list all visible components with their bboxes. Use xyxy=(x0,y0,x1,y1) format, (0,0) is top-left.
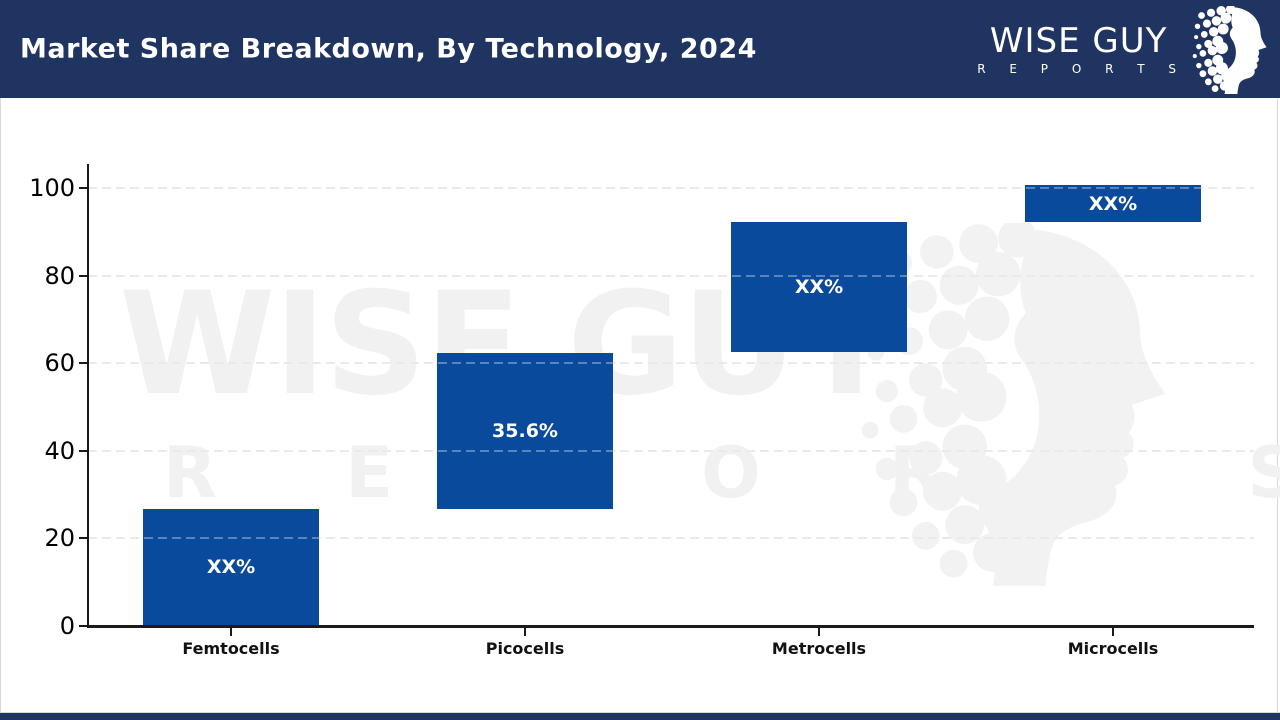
gridline-overlay xyxy=(88,362,1254,364)
footer-bar xyxy=(0,712,1280,720)
gridline xyxy=(88,450,1254,452)
brand-wordmark: WISE GUY R E P O R T S xyxy=(971,21,1186,76)
page-title: Market Share Breakdown, By Technology, 2… xyxy=(20,33,757,65)
y-axis-line xyxy=(87,164,89,627)
gridline-overlay xyxy=(88,187,1254,189)
x-axis-tick xyxy=(1112,628,1114,636)
y-axis-tick xyxy=(79,275,88,277)
y-axis-tick xyxy=(79,187,88,189)
y-axis-tick-label: 0 xyxy=(59,612,75,640)
gridline xyxy=(88,187,1254,189)
x-axis-tick xyxy=(818,628,820,636)
x-axis-tick xyxy=(524,628,526,636)
x-axis-category-label: Picocells xyxy=(485,639,565,658)
gridline-overlay xyxy=(88,537,1254,539)
gridline xyxy=(88,275,1254,277)
y-axis-tick-label: 60 xyxy=(44,349,75,377)
x-axis-category-label: Femtocells xyxy=(182,639,280,658)
gridline xyxy=(88,537,1254,539)
bar-microcells: XX% xyxy=(1025,185,1201,222)
bar-femtocells: XX% xyxy=(143,509,319,625)
x-axis-line xyxy=(87,625,1254,628)
bar-picocells: 35.6% xyxy=(437,353,613,509)
x-axis-category-label: Microcells xyxy=(1067,639,1159,658)
brand-face-icon xyxy=(1192,6,1267,94)
brand-logo: WISE GUY R E P O R T S xyxy=(971,6,1272,94)
header: Market Share Breakdown, By Technology, 2… xyxy=(0,0,1280,98)
bar-metrocells: XX% xyxy=(731,222,907,352)
gridline-overlay xyxy=(88,450,1254,452)
y-axis-tick-label: 80 xyxy=(44,262,75,290)
y-axis-tick xyxy=(79,362,88,364)
y-axis-tick xyxy=(79,537,88,539)
watermark-face-icon xyxy=(861,223,1166,586)
gridline xyxy=(88,362,1254,364)
y-axis-tick xyxy=(79,625,88,627)
y-axis-tick-label: 20 xyxy=(44,524,75,552)
bar-value-label: 35.6% xyxy=(492,420,558,442)
brand-name: WISE GUY xyxy=(989,21,1168,62)
x-axis-tick xyxy=(230,628,232,636)
bar-value-label: XX% xyxy=(1088,192,1138,215)
brand-subtitle: R E P O R T S xyxy=(977,61,1186,76)
chart-area: WISE GUY R E P O R T S 0 20 40 60 80 100 XX% 35… xyxy=(0,98,1280,713)
x-axis-category-label: Metrocells xyxy=(771,639,867,658)
y-axis-tick-label: 100 xyxy=(29,174,75,202)
y-axis-tick-label: 40 xyxy=(44,437,75,465)
bar-value-label: XX% xyxy=(794,276,844,298)
y-axis-tick xyxy=(79,450,88,452)
gridline-overlay xyxy=(88,275,1254,277)
bar-value-label: XX% xyxy=(206,556,256,578)
